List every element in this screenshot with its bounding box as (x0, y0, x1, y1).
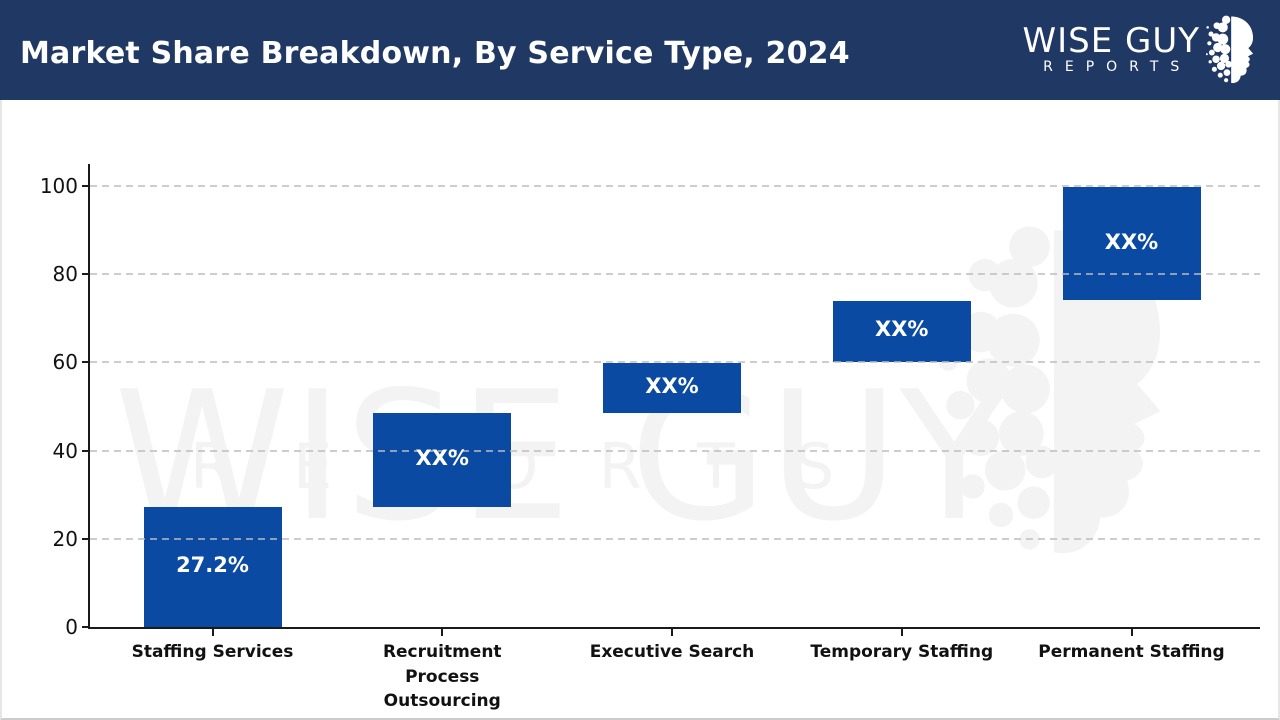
y-tick-label-0: 0 (65, 615, 78, 639)
gridline-20 (90, 537, 1260, 540)
gridline-100 (90, 185, 1260, 187)
bar-value-label: XX% (875, 317, 929, 342)
x-tick-4 (1130, 628, 1133, 636)
bar-executive-search (603, 362, 741, 413)
watermark-face-icon (938, 226, 1161, 554)
chart-body: WISE GUY REPORTS 0 20 40 60 80 100 27.2% Staffi… (0, 100, 1280, 720)
wiseguy-face-icon (1206, 15, 1254, 84)
bar-temporary-staffing (832, 300, 971, 362)
wiseguy-logo-text: WISE GUY REPORTS (1022, 24, 1200, 75)
y-tick-40 (82, 449, 90, 452)
y-tick-0 (82, 626, 90, 628)
bar-value-label: 27.2% (176, 553, 249, 578)
bar-value-label: XX% (415, 445, 469, 470)
bar-value-label: XX% (1104, 229, 1159, 254)
x-axis-label-recruitment-process-outsourcing: Recruitment Process Outsourcing (382, 642, 502, 712)
y-tick-80 (82, 273, 90, 276)
x-axis-label-executive-search: Executive Search (589, 642, 755, 662)
y-tick-20 (82, 537, 90, 540)
bar-staffing-services (143, 507, 282, 627)
bar-value-label: XX% (645, 373, 699, 398)
bar-permanent-staffing (1062, 186, 1201, 301)
gridline-60 (90, 361, 1260, 364)
y-axis-line (88, 163, 90, 629)
header-bar: Market Share Breakdown, By Service Type,… (0, 0, 1280, 100)
x-tick-3 (900, 628, 903, 636)
x-axis-label-temporary-staffing: Temporary Staffing (810, 642, 994, 662)
x-tick-1 (441, 628, 444, 636)
y-tick-label-20: 20 (52, 526, 78, 551)
page-title: Market Share Breakdown, By Service Type,… (20, 35, 850, 71)
gridline-80 (90, 273, 1260, 276)
plot-area: 0 20 40 60 80 100 27.2% Staffing Services XX% Rec… (2, 100, 1278, 718)
y-tick-100 (82, 185, 90, 187)
logo-subtitle: REPORTS (1043, 59, 1192, 76)
gridline-40 (90, 449, 1260, 452)
logo-wordmark: WISE GUY (1022, 21, 1200, 62)
x-tick-2 (671, 628, 673, 636)
y-tick-label-100: 100 (39, 174, 78, 198)
watermark-subtitle: REPORTS (190, 430, 895, 503)
bar-recruitment-process-outsourcing (373, 412, 512, 508)
y-tick-label-60: 60 (52, 350, 78, 375)
x-axis-line (88, 627, 1260, 629)
y-tick-60 (82, 361, 90, 364)
x-tick-0 (211, 628, 214, 636)
x-axis-label-staffing-services: Staffing Services (131, 642, 294, 662)
y-tick-label-80: 80 (52, 262, 78, 287)
wiseguy-logo: WISE GUY REPORTS (1022, 13, 1262, 87)
y-tick-label-40: 40 (52, 438, 78, 463)
x-axis-label-permanent-staffing: Permanent Staffing (1038, 642, 1225, 662)
